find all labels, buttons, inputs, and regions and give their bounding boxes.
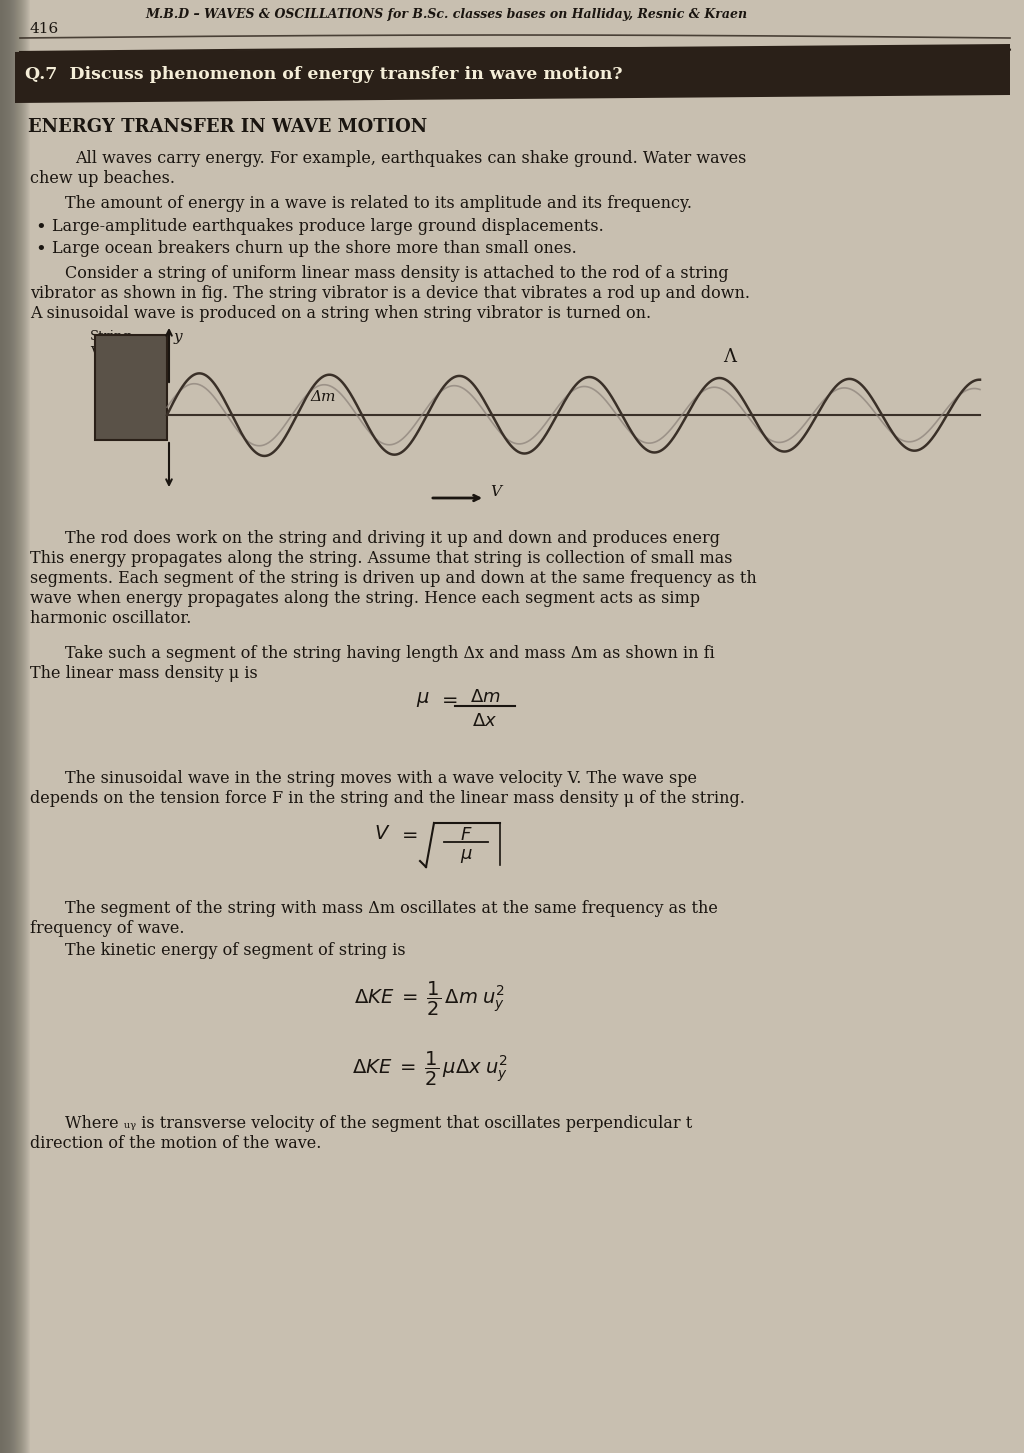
Bar [95,336,167,440]
Bar [0,0,29,1453]
Bar [0,0,7,1453]
Bar [0,0,28,1453]
Text: chew up beaches.: chew up beaches. [30,170,175,187]
Text: This energy propagates along the string. Assume that string is collection of sma: This energy propagates along the string.… [30,551,732,567]
Bar [0,0,23,1453]
Bar [0,0,30,1453]
Polygon shape [15,44,1010,103]
Text: wave when energy propagates along the string. Hence each segment acts as simp: wave when energy propagates along the st… [30,590,700,607]
Bar [0,0,12,1453]
Bar [0,0,19,1453]
Text: $=$: $=$ [438,690,458,708]
Text: Take such a segment of the string having length Δx and mass Δm as shown in fi: Take such a segment of the string having… [65,645,715,663]
Bar [0,0,2,1453]
Text: direction of the motion of the wave.: direction of the motion of the wave. [30,1135,322,1152]
Bar [0,0,15,1453]
Text: Consider a string of uniform linear mass density is attached to the rod of a str: Consider a string of uniform linear mass… [65,264,729,282]
Bar [0,0,18,1453]
Text: •: • [35,240,46,259]
Bar [0,0,17,1453]
Text: The rod does work on the string and driving it up and down and produces energ: The rod does work on the string and driv… [65,530,720,546]
Bar [0,0,13,1453]
Text: $\Delta x$: $\Delta x$ [472,712,498,729]
Text: Λ: Λ [724,349,736,366]
Bar [0,0,22,1453]
Text: $\Delta KE\;=\;\dfrac{1}{2}\,\mu\Delta x\;u_y^2$: $\Delta KE\;=\;\dfrac{1}{2}\,\mu\Delta x… [352,1051,508,1088]
Bar [0,0,10,1453]
Text: All waves carry energy. For example, earthquakes can shake ground. Water waves: All waves carry energy. For example, ear… [75,150,746,167]
Bar [0,0,14,1453]
Bar [0,0,11,1453]
Bar [0,0,5,1453]
Bar [0,0,27,1453]
Text: frequency of wave.: frequency of wave. [30,920,184,937]
Text: The linear mass density μ is: The linear mass density μ is [30,665,258,681]
Text: 416: 416 [30,22,59,36]
Bar [0,0,22,1453]
Text: Q.7  Discuss phenomenon of energy transfer in wave motion?: Q.7 Discuss phenomenon of energy transfe… [25,65,623,83]
Text: The sinusoidal wave in the string moves with a wave velocity V. The wave spe: The sinusoidal wave in the string moves … [65,770,697,788]
Text: $\mu$: $\mu$ [416,690,430,709]
Text: The segment of the string with mass Δm oscillates at the same frequency as the: The segment of the string with mass Δm o… [65,899,718,917]
Text: $F$: $F$ [460,825,472,844]
Text: Vibrator: Vibrator [90,346,145,359]
Bar [0,0,6,1453]
Text: $\Delta KE\;=\;\dfrac{1}{2}\,\Delta m\;u_y^2$: $\Delta KE\;=\;\dfrac{1}{2}\,\Delta m\;u… [354,979,506,1019]
Text: $\Delta m$: $\Delta m$ [470,689,501,706]
Text: ENERGY TRANSFER IN WAVE MOTION: ENERGY TRANSFER IN WAVE MOTION [28,118,427,137]
Bar [0,0,25,1453]
Text: The amount of energy in a wave is related to its amplitude and its frequency.: The amount of energy in a wave is relate… [65,195,692,212]
Text: •: • [35,218,46,235]
Text: $\mu$: $\mu$ [460,847,472,865]
Text: vibrator as shown in fig. The string vibrator is a device that vibrates a rod up: vibrator as shown in fig. The string vib… [30,285,750,302]
Text: String: String [90,330,132,343]
Bar [0,0,8,1453]
Text: Large ocean breakers churn up the shore more than small ones.: Large ocean breakers churn up the shore … [52,240,577,257]
Bar [0,0,4,1453]
Bar [0,0,3,1453]
Text: Where ᵤᵧ is transverse velocity of the segment that oscillates perpendicular t: Where ᵤᵧ is transverse velocity of the s… [65,1114,692,1132]
Bar [0,0,16,1453]
Text: depends on the tension force F in the string and the linear mass density μ of th: depends on the tension force F in the st… [30,790,744,806]
Text: segments. Each segment of the string is driven up and down at the same frequency: segments. Each segment of the string is … [30,570,757,587]
Bar [0,0,24,1453]
Bar [0,0,9,1453]
Text: The kinetic energy of segment of string is: The kinetic energy of segment of string … [65,942,406,959]
Text: $=$: $=$ [398,825,418,843]
Text: $V$: $V$ [374,825,390,843]
Text: M.B.D – WAVES & OSCILLATIONS for B.Sc. classes bases on Halliday, Resnic & Kraen: M.B.D – WAVES & OSCILLATIONS for B.Sc. c… [145,9,748,20]
Bar [0,0,26,1453]
Text: V: V [490,485,501,498]
Text: harmonic oscillator.: harmonic oscillator. [30,610,191,628]
Text: Large-amplitude earthquakes produce large ground displacements.: Large-amplitude earthquakes produce larg… [52,218,604,235]
Text: A sinusoidal wave is produced on a string when string vibrator is turned on.: A sinusoidal wave is produced on a strin… [30,305,651,323]
Bar [0,0,20,1453]
Text: Δm: Δm [310,389,336,404]
Text: y: y [174,330,182,344]
